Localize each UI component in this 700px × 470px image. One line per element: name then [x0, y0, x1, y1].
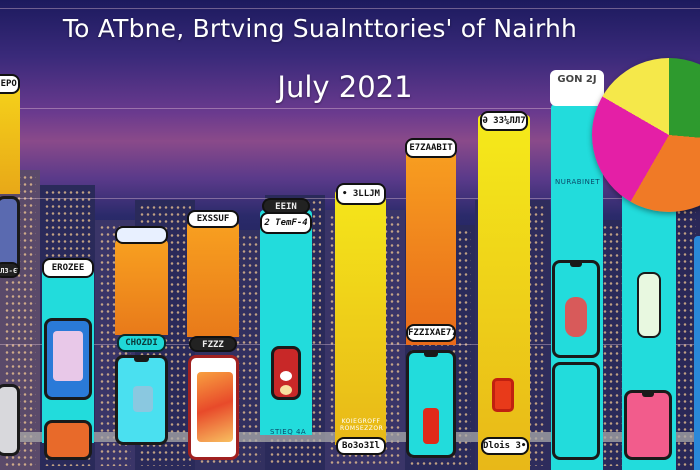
phone-image-2: [115, 355, 168, 445]
bar-6: [406, 145, 456, 345]
phone-label-5: Bo3o3Il: [336, 437, 386, 455]
bar-label-3: EXSSUF: [187, 210, 239, 228]
bar-0: [0, 84, 20, 194]
app-icon-7: [492, 378, 514, 412]
phone-image-9: [624, 390, 672, 460]
bar-text-4: STIEQ 4A: [270, 428, 307, 436]
bar-label-7: Ə 33¼ЛЛ7: [480, 111, 528, 131]
bar-label-5: • 3LLJM: [336, 183, 386, 205]
phone-label-3: FZZZ: [189, 336, 237, 352]
phone-image-1: [44, 318, 92, 400]
phone-image-8: [552, 260, 600, 358]
bar-label-8: GON 2J: [550, 70, 604, 106]
phone-label-6: FZZIXAE77: [406, 324, 456, 342]
bar-5: [335, 190, 386, 445]
bar-10-partial: [694, 236, 700, 470]
chart-title: To ATbne, Brtving Sualnttories' of Nairh…: [62, 14, 578, 43]
bar-label-1: EROZEE: [42, 258, 94, 278]
bar-label-6: E7ZAABIT: [405, 138, 457, 158]
phone-label-7: Dlois 3•0: [481, 437, 529, 455]
bar-3: [187, 222, 239, 337]
phone-image-3: [188, 355, 239, 460]
phone-image-9a: [637, 272, 661, 338]
bar-text-8: NURABINET: [555, 178, 601, 186]
bar-text-5: KOIEGROFF ROMSEZZOR: [340, 418, 384, 432]
phone-image-6: [406, 350, 456, 458]
bar-2: [115, 240, 168, 335]
gridline: [0, 108, 700, 109]
bar-label-4: 2 TemF-4: [260, 212, 312, 234]
bar-label-2: CHOZDI: [117, 334, 166, 352]
phone-image-1b: [44, 420, 92, 460]
bar-4: [260, 210, 312, 435]
phone-label-0: АЛЗ-ЄТ: [0, 262, 20, 278]
phone-image-8b: [552, 362, 600, 460]
bar-7: [478, 115, 530, 470]
phone-image-0b: [0, 384, 20, 456]
chart-subtitle: July 2021: [277, 70, 413, 104]
bar-tag-2: [115, 226, 168, 244]
bar-label-0: ЛЕРО: [0, 74, 20, 94]
gridline: [0, 8, 700, 9]
phone-image-4: [271, 346, 301, 400]
